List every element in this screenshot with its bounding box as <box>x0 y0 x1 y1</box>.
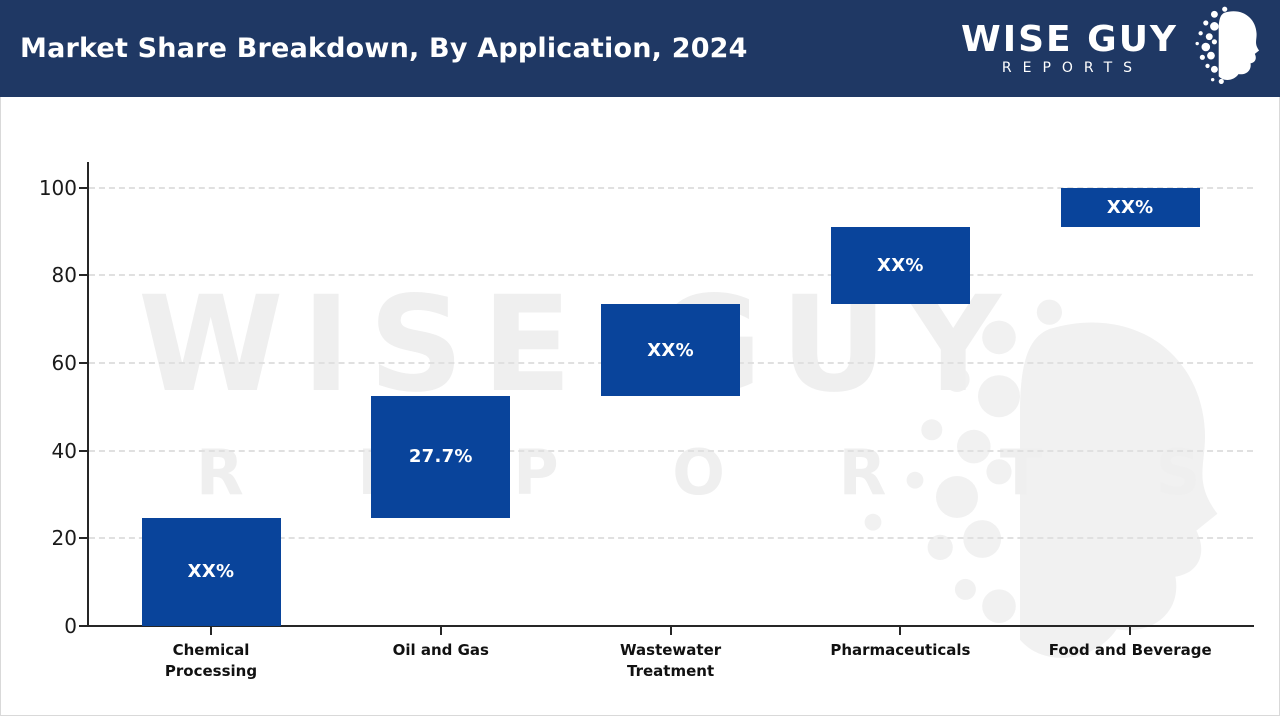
x-category-label-0: Chemical Processing <box>164 641 258 680</box>
x-category-label-1: Oil and Gas <box>392 641 489 659</box>
gridline-100 <box>89 186 1253 189</box>
brand-logo: WISE GUY REPORTS " <box>961 4 1266 94</box>
y-tick-40 <box>79 449 87 452</box>
gridline-40 <box>89 449 1253 452</box>
bar-food-and-beverage: XX% <box>1060 187 1200 227</box>
x-tick-0 <box>210 627 212 635</box>
y-tick-80 <box>79 274 87 277</box>
bar-value-label: XX% <box>187 561 235 583</box>
y-axis-line <box>87 162 89 627</box>
x-tick-2 <box>669 627 672 635</box>
brand-name: WISE GUY <box>960 18 1178 60</box>
bar-chemical-processing: XX% <box>141 517 281 626</box>
gridline-20 <box>89 537 1253 540</box>
y-tick-label-40: 40 <box>51 438 77 463</box>
y-tick-100 <box>79 186 87 189</box>
x-tick-1 <box>439 627 442 635</box>
bar-wastewater-treatment: XX% <box>601 304 741 397</box>
x-tick-4 <box>1129 627 1132 635</box>
y-tick-20 <box>79 537 87 540</box>
bar-value-label: XX% <box>1106 196 1154 218</box>
face-dots-logo-icon: " <box>1180 4 1266 94</box>
bar-value-label: XX% <box>647 339 694 361</box>
y-tick-60 <box>79 361 87 364</box>
y-tick-label-0: 0 <box>64 614 77 638</box>
watermark-text-line2: R E P O R T S <box>196 436 1247 509</box>
y-tick-0 <box>79 625 87 627</box>
page-title: Market Share Breakdown, By Application, … <box>20 33 748 64</box>
x-tick-3 <box>899 627 902 635</box>
gridline-80 <box>89 274 1253 277</box>
x-axis-line <box>87 625 1254 627</box>
watermark-face-icon <box>831 277 1251 720</box>
y-tick-label-60: 60 <box>51 350 77 375</box>
x-category-label-3: Pharmaceuticals <box>830 641 971 659</box>
bar-value-label: 27.7% <box>408 446 473 468</box>
bar-pharmaceuticals: XX% <box>830 226 970 305</box>
bar-value-label: XX% <box>877 255 924 277</box>
brand-subtitle: REPORTS <box>1001 59 1144 76</box>
x-category-label-4: Food and Beverage <box>1048 641 1212 659</box>
brand-logo-text: WISE GUY REPORTS <box>960 18 1178 77</box>
y-tick-label-80: 80 <box>51 263 77 288</box>
header-banner: Market Share Breakdown, By Application, … <box>0 0 1280 97</box>
y-tick-label-100: 100 <box>38 175 77 200</box>
bar-oil-and-gas: 27.7% <box>371 396 511 518</box>
y-tick-label-20: 20 <box>51 526 77 551</box>
x-category-label-2: Wastewater Treatment <box>620 641 722 680</box>
